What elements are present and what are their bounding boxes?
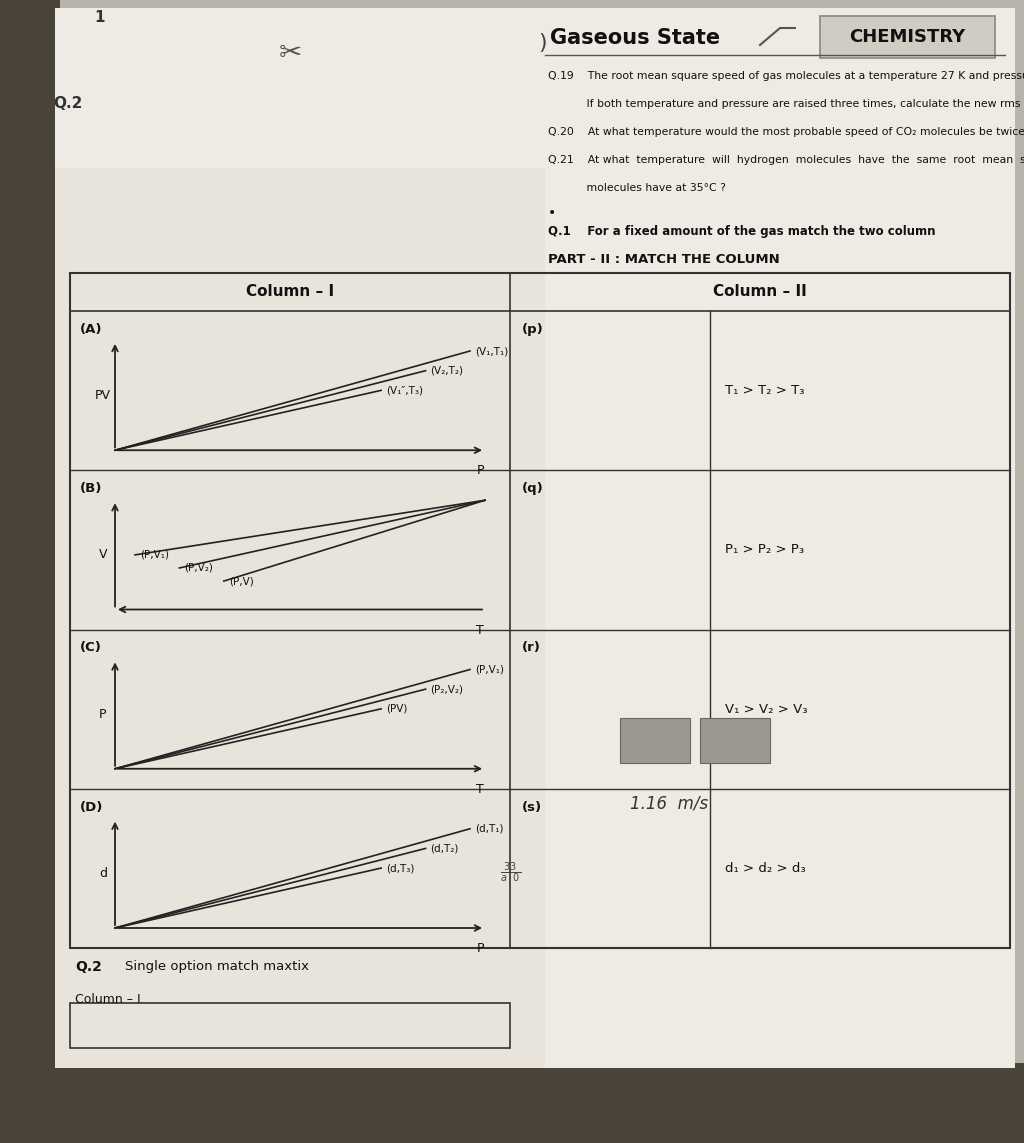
Text: (p): (p) bbox=[522, 323, 544, 336]
Text: Q.1    For a fixed amount of the gas match the two column: Q.1 For a fixed amount of the gas match … bbox=[548, 225, 936, 238]
Text: P: P bbox=[476, 942, 483, 956]
Text: P₁ > P₂ > P₃: P₁ > P₂ > P₃ bbox=[725, 543, 804, 557]
Text: (P,V₂): (P,V₂) bbox=[184, 563, 213, 573]
Text: d₁ > d₂ > d₃: d₁ > d₂ > d₃ bbox=[725, 862, 806, 874]
Bar bbox=[820, 16, 995, 58]
Text: d: d bbox=[99, 866, 106, 880]
Text: (s): (s) bbox=[522, 801, 542, 814]
Text: (q): (q) bbox=[522, 482, 544, 495]
Text: (P₂,V₂): (P₂,V₂) bbox=[431, 685, 464, 694]
Text: (r): (r) bbox=[522, 641, 541, 655]
Bar bbox=[700, 718, 770, 764]
Text: molecules have at 35°C ?: molecules have at 35°C ? bbox=[548, 183, 726, 193]
Text: Column – II: Column – II bbox=[713, 285, 807, 299]
Text: 1.16  m/s: 1.16 m/s bbox=[630, 794, 709, 812]
Text: PART - II : MATCH THE COLUMN: PART - II : MATCH THE COLUMN bbox=[548, 253, 779, 266]
Text: Q.21    At what  temperature  will  hydrogen  molecules  have  the  same  root  : Q.21 At what temperature will hydrogen m… bbox=[548, 155, 1024, 165]
Bar bbox=[0, 0, 60, 1143]
Text: (P,V₁): (P,V₁) bbox=[140, 550, 169, 560]
Text: $\frac{33}{a \cdot 0}$: $\frac{33}{a \cdot 0}$ bbox=[500, 861, 521, 885]
Text: If both temperature and pressure are raised three times, calculate the new rms s: If both temperature and pressure are rai… bbox=[548, 99, 1024, 109]
Text: Q.20    At what temperature would the most probable speed of CO₂ molecules be tw: Q.20 At what temperature would the most … bbox=[548, 127, 1024, 137]
Text: CHEMISTRY: CHEMISTRY bbox=[849, 27, 966, 46]
Text: (B): (B) bbox=[80, 482, 102, 495]
Text: T: T bbox=[476, 783, 484, 796]
Text: V: V bbox=[98, 549, 108, 561]
Bar bbox=[0, 1063, 1024, 1143]
Text: (A): (A) bbox=[80, 323, 102, 336]
Text: Q.19    The root mean square speed of gas molecules at a temperature 27 K and pr: Q.19 The root mean square speed of gas m… bbox=[548, 71, 1024, 81]
Text: (P,V₁): (P,V₁) bbox=[475, 664, 504, 674]
Text: P: P bbox=[99, 708, 106, 720]
Text: (V₁,T₁): (V₁,T₁) bbox=[475, 346, 508, 355]
Text: P: P bbox=[476, 464, 483, 478]
Text: Q.2: Q.2 bbox=[53, 96, 83, 111]
Text: (V₂,T₂): (V₂,T₂) bbox=[431, 366, 464, 376]
Text: Single option match maxtix: Single option match maxtix bbox=[125, 960, 309, 973]
Text: (D): (D) bbox=[80, 801, 103, 814]
Text: T₁ > T₂ > T₃: T₁ > T₂ > T₃ bbox=[725, 384, 805, 397]
Text: •: • bbox=[548, 206, 556, 219]
Text: (P,V): (P,V) bbox=[228, 576, 254, 586]
Text: (V₁″,T₃): (V₁″,T₃) bbox=[386, 385, 423, 395]
Bar bbox=[620, 718, 690, 764]
Text: ✂: ✂ bbox=[279, 39, 302, 67]
Bar bbox=[55, 168, 545, 1068]
Text: (PV): (PV) bbox=[386, 704, 408, 714]
Text: (d,T₁): (d,T₁) bbox=[475, 824, 504, 833]
Text: PV: PV bbox=[95, 389, 111, 402]
Text: Column – I: Column – I bbox=[75, 993, 140, 1006]
Text: ): ) bbox=[539, 33, 547, 53]
Text: Column – I: Column – I bbox=[246, 285, 334, 299]
Text: 1: 1 bbox=[95, 10, 105, 25]
Text: (C): (C) bbox=[80, 641, 101, 655]
Bar bbox=[70, 273, 1010, 948]
Text: Q.2: Q.2 bbox=[75, 960, 101, 974]
Text: (d,T₂): (d,T₂) bbox=[431, 844, 459, 854]
Text: Gaseous State: Gaseous State bbox=[550, 27, 720, 48]
Text: V₁ > V₂ > V₃: V₁ > V₂ > V₃ bbox=[725, 703, 808, 716]
Bar bbox=[70, 1004, 510, 1048]
Text: T: T bbox=[476, 623, 484, 637]
Text: (d,T₃): (d,T₃) bbox=[386, 863, 415, 873]
